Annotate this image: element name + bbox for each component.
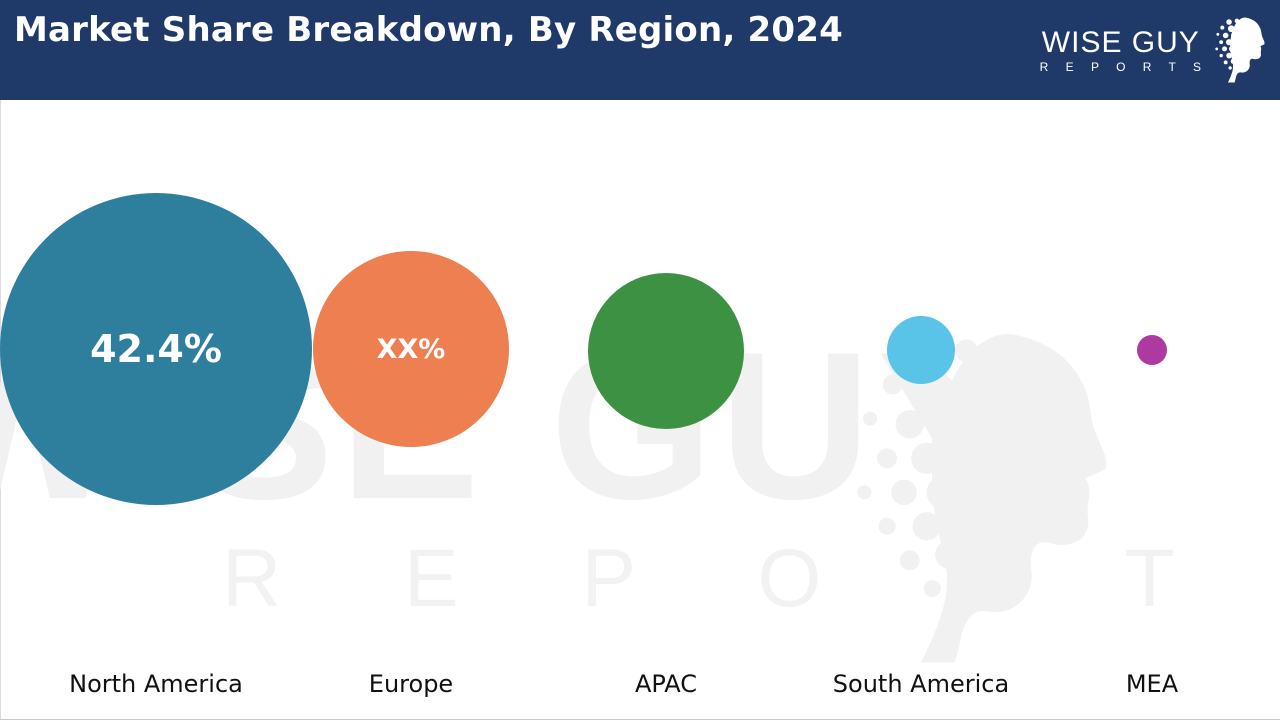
brand-logo: WISE GUY R E P O R T S [1034, 6, 1266, 94]
bubble-europe: XX% [313, 251, 509, 447]
logo-wordmark: WISE GUY R E P O R T S [1034, 25, 1208, 74]
category-label-europe: Europe [368, 670, 454, 698]
watermark-wordmark-line2: R E P O R T S [222, 533, 1280, 624]
watermark-head-icon [772, 328, 1172, 668]
bubble-north-america: 42.4% [0, 193, 312, 505]
chart-left-border [0, 100, 1, 720]
bubble-apac [588, 273, 744, 429]
wiseguy-head-icon [1210, 8, 1266, 92]
bubble-chart: WISE GUY R E P O R T S 42.4%North Americ… [0, 100, 1280, 720]
header-bar: Market Share Breakdown, By Region, 2024 … [0, 0, 1280, 100]
page-title: Market Share Breakdown, By Region, 2024 [14, 10, 843, 50]
category-label-north-america: North America [69, 670, 243, 698]
bubble-south-america [887, 316, 955, 384]
category-label-mea: MEA [1125, 670, 1179, 698]
bubble-mea [1137, 335, 1167, 365]
category-label-south-america: South America [832, 670, 1010, 698]
category-label-apac: APAC [634, 670, 698, 698]
logo-wordmark-line1: WISE GUY [1041, 25, 1200, 59]
logo-wordmark-line2: R E P O R T S [1039, 59, 1208, 74]
